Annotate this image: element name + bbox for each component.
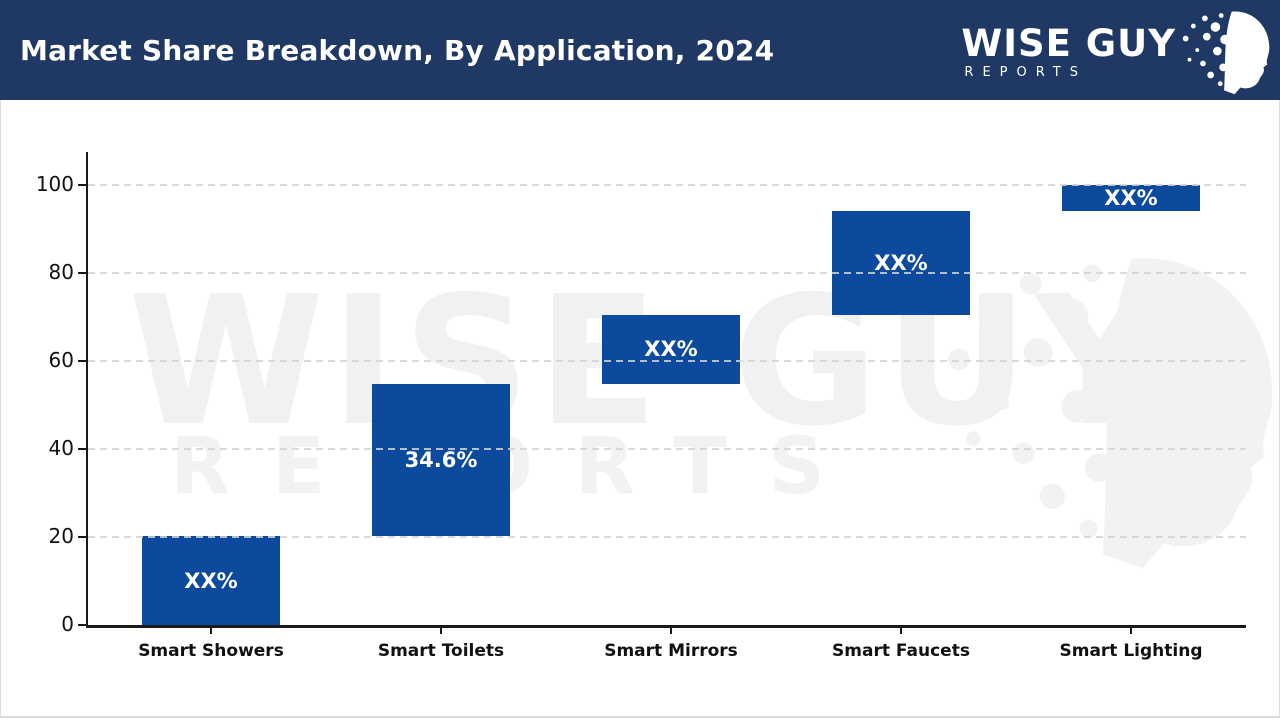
watermark-face-icon xyxy=(948,258,1273,569)
gridline xyxy=(88,360,1246,362)
y-tick-label: 0 xyxy=(61,612,74,636)
y-tick-mark xyxy=(78,360,86,362)
y-tick-mark xyxy=(78,272,86,274)
x-category-label-smart-lighting: Smart Lighting xyxy=(1059,641,1203,661)
bar-smart-faucets: XX% xyxy=(832,210,970,315)
bar-value-label: XX% xyxy=(1104,185,1158,210)
y-tick-label: 60 xyxy=(48,348,74,372)
y-tick-label: 40 xyxy=(48,436,74,460)
x-tick-mark xyxy=(440,627,442,634)
x-tick-mark xyxy=(670,627,672,634)
logo-wordmark: WISE GUY xyxy=(961,21,1176,65)
bar-smart-toilets: 34.6% xyxy=(372,383,510,537)
x-tick-mark xyxy=(1130,627,1132,634)
x-category-label-smart-showers: Smart Showers xyxy=(138,641,284,661)
bar-value-label: XX% xyxy=(644,337,698,362)
y-tick-mark xyxy=(78,448,86,450)
y-tick-mark xyxy=(78,624,86,626)
x-category-label-smart-mirrors: Smart Mirrors xyxy=(604,641,738,661)
x-tick-mark xyxy=(210,627,212,634)
x-tick-mark xyxy=(900,627,902,634)
x-category-label-smart-faucets: Smart Faucets xyxy=(832,641,970,661)
wiseguy-logo-text: WISE GUY REPORTS xyxy=(961,25,1176,80)
bar-smart-lighting: XX% xyxy=(1062,185,1200,211)
logo-subtitle: REPORTS xyxy=(964,64,1088,80)
wiseguy-logo: WISE GUY REPORTS xyxy=(961,8,1274,96)
bar-value-label: 34.6% xyxy=(404,447,478,472)
bar-value-label: XX% xyxy=(184,568,238,593)
y-tick-mark xyxy=(78,536,86,538)
gridline xyxy=(88,272,1246,274)
y-tick-label: 100 xyxy=(35,172,74,196)
x-category-label-smart-toilets: Smart Toilets xyxy=(377,641,505,661)
y-tick-mark xyxy=(78,184,86,186)
x-axis xyxy=(86,625,1246,628)
gridline xyxy=(88,184,1246,186)
bar-smart-mirrors: XX% xyxy=(602,314,740,384)
bar-value-label: XX% xyxy=(874,250,928,275)
wiseguy-face-icon xyxy=(1182,11,1270,95)
gridline xyxy=(88,536,1246,538)
y-tick-label: 20 xyxy=(48,524,74,548)
y-tick-label: 80 xyxy=(48,260,74,284)
bar-smart-showers: XX% xyxy=(142,536,280,625)
page-title: Market Share Breakdown, By Application, … xyxy=(20,33,775,67)
header-bar: Market Share Breakdown, By Application, … xyxy=(0,0,1280,100)
watermark-subtitle: REPORTS xyxy=(170,422,867,512)
gridline xyxy=(88,448,1246,450)
y-axis xyxy=(86,152,88,627)
